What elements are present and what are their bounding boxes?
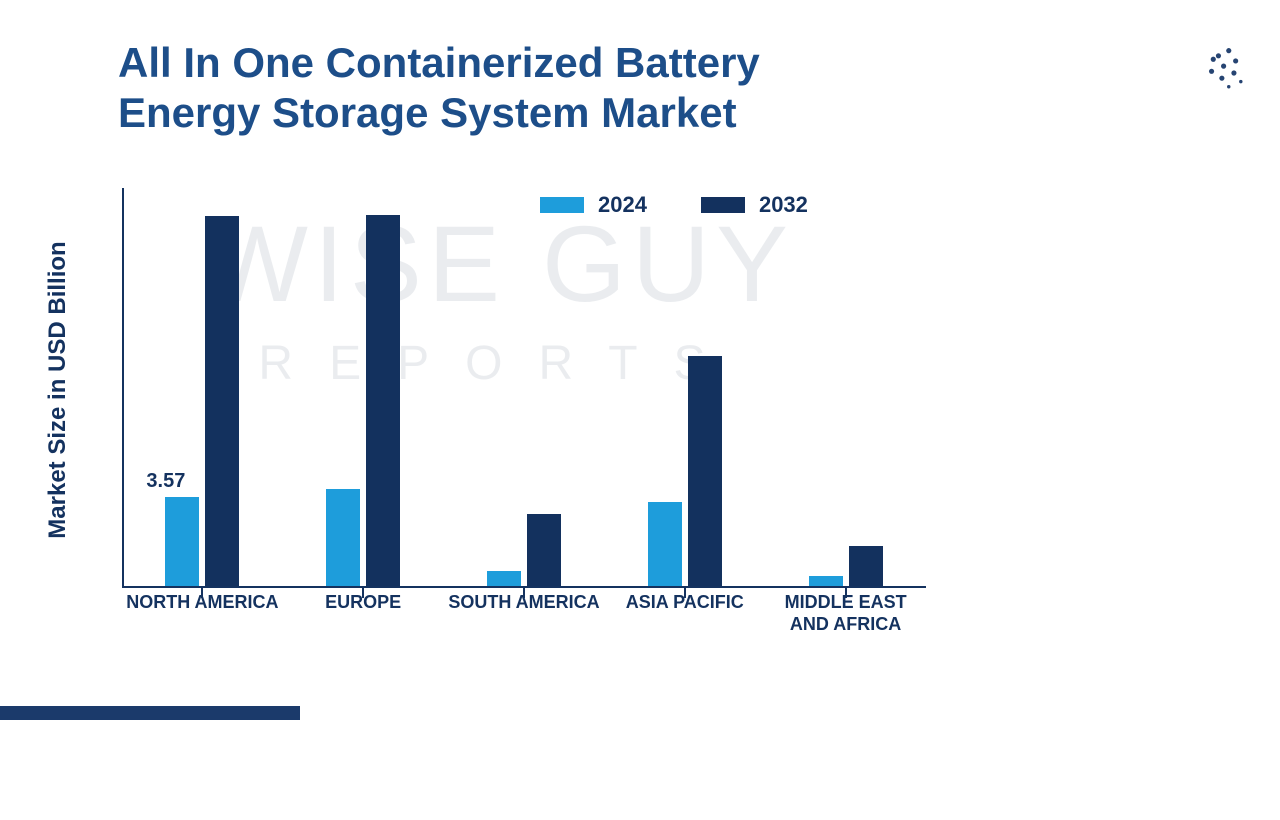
bar-2024 — [648, 502, 682, 586]
bar-group — [122, 216, 282, 586]
bottom-accent-bar — [0, 706, 300, 720]
bar-2032 — [849, 546, 883, 586]
bar-2032 — [205, 216, 239, 586]
bar-group — [444, 514, 604, 587]
chart-plot: NORTH AMERICA3.57EUROPESOUTH AMERICAASIA… — [94, 188, 926, 588]
y-axis-label: Market Size in USD Billion — [44, 241, 72, 538]
bar-2032 — [366, 215, 400, 586]
bar-group — [766, 546, 926, 586]
data-label: 3.57 — [146, 470, 185, 493]
bar-2032 — [527, 514, 561, 587]
bar-2024 — [487, 571, 521, 586]
category-label: ASIA PACIFIC — [605, 592, 765, 614]
bar-group — [605, 356, 765, 586]
bar-2024 — [809, 576, 843, 586]
category-label: MIDDLE EAST AND AFRICA — [766, 592, 926, 635]
brand-head-icon — [1172, 28, 1258, 118]
category-label: NORTH AMERICA — [122, 592, 282, 614]
bar-2024 — [326, 489, 360, 587]
category-label: SOUTH AMERICA — [444, 592, 604, 614]
chart-title: All In One Containerized Battery Energy … — [118, 38, 878, 137]
category-label: EUROPE — [283, 592, 443, 614]
bar-2024 — [165, 497, 199, 586]
bar-2032 — [688, 356, 722, 586]
bar-group — [283, 215, 443, 586]
